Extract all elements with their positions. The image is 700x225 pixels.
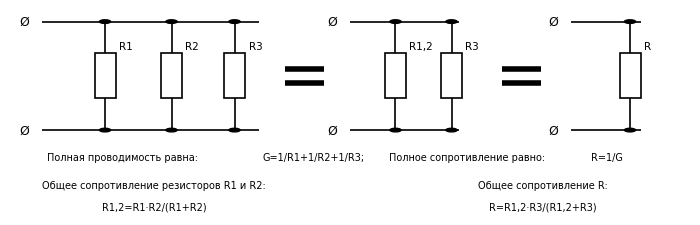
Text: Полное сопротивление равно:: Полное сопротивление равно:: [389, 153, 545, 162]
Circle shape: [99, 21, 111, 24]
Text: R3: R3: [466, 42, 480, 52]
Circle shape: [390, 129, 401, 132]
Text: Общее сопротивление R:: Общее сопротивление R:: [477, 181, 608, 191]
Circle shape: [229, 21, 240, 24]
Text: R=1/G: R=1/G: [592, 153, 624, 162]
Circle shape: [166, 129, 177, 132]
Circle shape: [446, 129, 457, 132]
Bar: [94, 54, 116, 99]
Bar: [161, 54, 182, 99]
Text: R1,2=R1·R2/(R1+R2): R1,2=R1·R2/(R1+R2): [102, 202, 206, 212]
Text: R2: R2: [186, 42, 199, 52]
Text: Ø: Ø: [548, 16, 558, 29]
Text: Полная проводимость равна:: Полная проводимость равна:: [47, 153, 198, 162]
Text: R: R: [644, 42, 651, 52]
Circle shape: [624, 21, 636, 24]
Bar: [620, 54, 640, 99]
Circle shape: [446, 21, 457, 24]
Text: Ø: Ø: [328, 124, 337, 137]
Circle shape: [229, 129, 240, 132]
Circle shape: [99, 129, 111, 132]
Text: R3: R3: [248, 42, 262, 52]
Text: Ø: Ø: [20, 124, 29, 137]
Text: R1,2: R1,2: [410, 42, 433, 52]
Bar: [224, 54, 245, 99]
Text: G=1/R1+1/R2+1/R3;: G=1/R1+1/R2+1/R3;: [262, 153, 365, 162]
Bar: [385, 54, 406, 99]
Text: Ø: Ø: [548, 124, 558, 137]
Text: Ø: Ø: [20, 16, 29, 29]
Text: R=R1,2·R3/(R1,2+R3): R=R1,2·R3/(R1,2+R3): [489, 202, 596, 212]
Circle shape: [390, 21, 401, 24]
Text: Ø: Ø: [328, 16, 337, 29]
Text: Общее сопротивление резисторов R1 и R2:: Общее сопротивление резисторов R1 и R2:: [42, 181, 266, 191]
Circle shape: [166, 21, 177, 24]
Bar: [441, 54, 462, 99]
Text: R1: R1: [119, 42, 133, 52]
Circle shape: [624, 129, 636, 132]
